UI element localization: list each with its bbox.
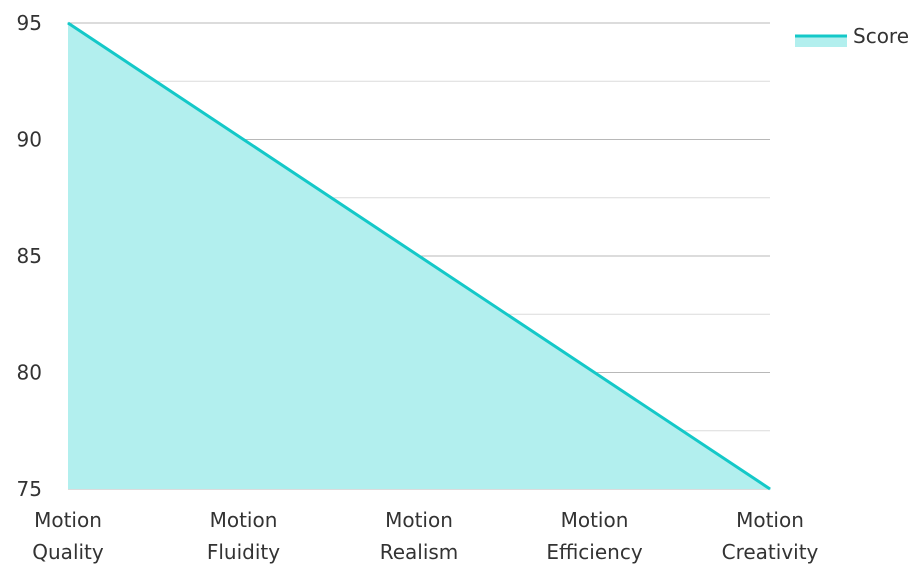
y-axis: 75 80 85 90 95 [17, 11, 42, 501]
y-tick-label: 90 [17, 128, 42, 152]
legend: Score [795, 24, 909, 48]
data-point [243, 139, 244, 140]
series-area [67, 21, 771, 491]
y-tick-label: 80 [17, 361, 42, 385]
data-point [769, 488, 771, 490]
x-tick-label: Motion Efficiency [546, 508, 643, 564]
data-point [594, 372, 595, 373]
y-tick-label: 75 [17, 477, 42, 501]
x-tick-label: Motion Creativity [722, 508, 819, 564]
data-point [418, 255, 420, 257]
x-tick-label: Motion Fluidity [207, 508, 280, 564]
data-point [67, 22, 69, 24]
x-axis: Motion Quality Motion Fluidity Motion Realism… [32, 508, 818, 564]
y-tick-label: 85 [17, 244, 42, 268]
x-tick-label: Motion Quality [32, 508, 104, 564]
y-tick-label: 95 [17, 11, 42, 35]
x-tick-label: Motion Realism [380, 508, 459, 564]
legend-label-score: Score [853, 24, 909, 48]
legend-swatch-fill [795, 35, 847, 47]
